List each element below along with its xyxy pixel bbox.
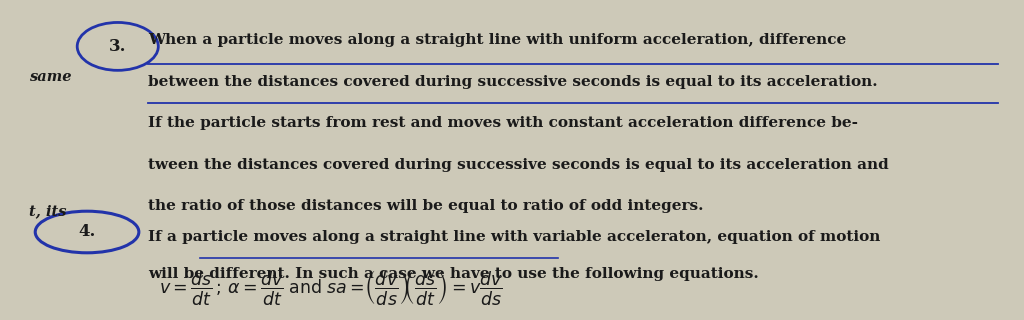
Text: If a particle moves along a straight line with variable acceleraton, equation of: If a particle moves along a straight lin… [148,230,881,244]
Text: When a particle moves along a straight line with uniform acceleration, differenc: When a particle moves along a straight l… [148,33,847,47]
Text: If the particle starts from rest and moves with constant acceleration difference: If the particle starts from rest and mov… [148,116,858,130]
Text: 4.: 4. [79,223,95,241]
Text: will be different. In such a case we have to use the following equations.: will be different. In such a case we hav… [148,267,759,281]
Text: t, its: t, its [29,204,67,218]
Text: 3.: 3. [109,38,127,55]
Text: $v=\dfrac{ds}{dt}$$\,;\,\alpha=\dfrac{dv}{dt}$$\;\mathrm{and}\;sa=\!\left(\dfrac: $v=\dfrac{ds}{dt}$$\,;\,\alpha=\dfrac{dv… [159,268,503,307]
Text: between the distances covered during successive seconds is equal to its accelera: between the distances covered during suc… [148,75,879,89]
Text: same: same [29,70,72,84]
Text: the ratio of those distances will be equal to ratio of odd integers.: the ratio of those distances will be equ… [148,199,703,213]
Text: tween the distances covered during successive seconds is equal to its accelerati: tween the distances covered during succe… [148,158,889,172]
